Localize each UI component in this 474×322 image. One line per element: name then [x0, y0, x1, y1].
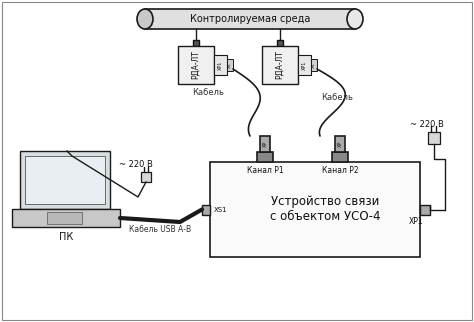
FancyBboxPatch shape: [202, 204, 210, 214]
Polygon shape: [20, 151, 110, 209]
Text: Кабель: Кабель: [192, 88, 224, 97]
Text: РДА-ЛТ: РДА-ЛТ: [191, 51, 200, 80]
FancyBboxPatch shape: [428, 132, 440, 144]
Text: ~ 220 В: ~ 220 В: [410, 119, 444, 128]
FancyBboxPatch shape: [420, 204, 430, 214]
FancyBboxPatch shape: [277, 40, 283, 46]
Ellipse shape: [137, 9, 153, 29]
Text: РДА-ЛТ: РДА-ЛТ: [274, 51, 283, 80]
Text: Кабель: Кабель: [321, 93, 353, 102]
Ellipse shape: [347, 9, 363, 29]
FancyBboxPatch shape: [227, 59, 233, 71]
FancyBboxPatch shape: [47, 212, 82, 224]
FancyBboxPatch shape: [260, 136, 270, 152]
Text: ХS: ХS: [228, 62, 232, 68]
Text: ХР: ХР: [337, 141, 343, 147]
Text: Канал Р2: Канал Р2: [322, 166, 358, 175]
FancyBboxPatch shape: [210, 162, 420, 257]
FancyBboxPatch shape: [25, 156, 105, 204]
Text: Устройство связи
с объектом УСО-4: Устройство связи с объектом УСО-4: [270, 195, 380, 223]
Text: XP1: XP1: [409, 217, 423, 226]
Text: ХР: ХР: [263, 141, 267, 147]
Text: ~ 220 В: ~ 220 В: [119, 159, 153, 168]
Text: ХS: ХS: [312, 62, 316, 68]
Text: XS1: XS1: [214, 206, 228, 213]
FancyBboxPatch shape: [145, 9, 355, 29]
FancyBboxPatch shape: [332, 152, 348, 162]
Text: Кабель USB А-В: Кабель USB А-В: [129, 225, 191, 234]
FancyBboxPatch shape: [141, 172, 151, 182]
FancyBboxPatch shape: [335, 136, 345, 152]
FancyBboxPatch shape: [193, 40, 199, 46]
FancyBboxPatch shape: [12, 209, 120, 227]
FancyBboxPatch shape: [257, 152, 273, 162]
FancyBboxPatch shape: [311, 59, 317, 71]
Text: Контролируемая среда: Контролируемая среда: [190, 14, 310, 24]
FancyBboxPatch shape: [262, 46, 298, 84]
Text: ХР1: ХР1: [302, 60, 307, 70]
FancyBboxPatch shape: [298, 55, 311, 75]
FancyBboxPatch shape: [178, 46, 214, 84]
Text: ПК: ПК: [59, 232, 73, 242]
Text: Канал Р1: Канал Р1: [246, 166, 283, 175]
Text: ХР1: ХР1: [218, 60, 223, 70]
FancyBboxPatch shape: [214, 55, 227, 75]
